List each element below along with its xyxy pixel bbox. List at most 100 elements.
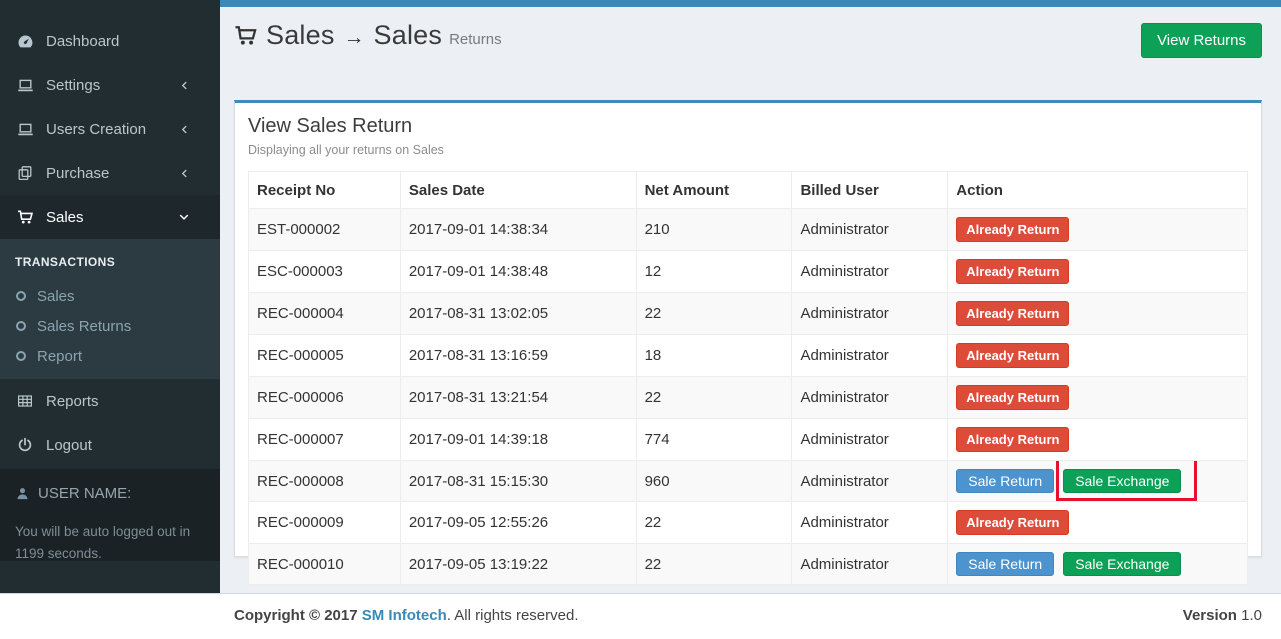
already-return-button[interactable]: Already Return bbox=[956, 301, 1070, 326]
already-return-button[interactable]: Already Return bbox=[956, 510, 1070, 535]
billed-user-cell: Administrator bbox=[791, 460, 949, 502]
view-returns-button[interactable]: View Returns bbox=[1141, 23, 1262, 58]
action-cell: Already Return bbox=[947, 418, 1248, 461]
sidebar-item-label: Settings bbox=[46, 76, 101, 94]
table-row-REC-000009: REC-000009 2017-09-05 12:55:26 22 Administr… bbox=[248, 501, 1248, 544]
sidebar-menu: Dashboard Settings Users Creation Purchase S… bbox=[0, 0, 220, 239]
submenu-item-sales-returns[interactable]: Sales Returns bbox=[0, 311, 220, 341]
main-content: Sales → Sales Returns View Returns View … bbox=[220, 0, 1281, 593]
sidebar-item-reports[interactable]: Reports bbox=[0, 379, 220, 423]
circle-icon bbox=[16, 351, 26, 361]
sales-date-cell: 2017-09-05 12:55:26 bbox=[399, 501, 637, 544]
cart-icon bbox=[15, 209, 35, 226]
billed-user-cell: Administrator bbox=[791, 292, 949, 335]
net-amount-cell: 210 bbox=[635, 208, 793, 251]
table-body: EST-000002 2017-09-01 14:38:34 210 Administ… bbox=[248, 208, 1248, 585]
billed-user-cell: Administrator bbox=[791, 208, 949, 251]
sales-date-cell: 2017-08-31 15:15:30 bbox=[399, 460, 637, 502]
auto-logout-message: You will be auto logged out in 1199 seco… bbox=[15, 524, 191, 562]
copyright-year: Copyright © 2017 bbox=[234, 607, 358, 624]
sidebar-item-purchase[interactable]: Purchase bbox=[0, 151, 220, 195]
sidebar-item-logout[interactable]: Logout bbox=[0, 423, 220, 467]
table-row-EST-000002: EST-000002 2017-09-01 14:38:34 210 Administ… bbox=[248, 208, 1248, 251]
billed-user-cell: Administrator bbox=[791, 250, 949, 293]
receipt-no-cell: REC-000005 bbox=[248, 334, 401, 377]
sidebar-item-sales[interactable]: Sales bbox=[0, 195, 220, 239]
action-cell: Sale Return Sale Exchange bbox=[947, 460, 1248, 502]
copy-icon bbox=[15, 165, 35, 181]
table-row-REC-000010: REC-000010 2017-09-05 13:19:22 22 Administr… bbox=[248, 543, 1248, 585]
sales-date-cell: 2017-08-31 13:16:59 bbox=[399, 334, 637, 377]
already-return-button[interactable]: Already Return bbox=[956, 427, 1070, 452]
sidebar-item-settings[interactable]: Settings bbox=[0, 63, 220, 107]
action-cell: Already Return bbox=[947, 334, 1248, 377]
sidebar-submenu-transactions: TRANSACTIONS Sales Sales Returns Report bbox=[0, 239, 220, 379]
net-amount-cell: 22 bbox=[635, 543, 793, 585]
laptop-icon bbox=[15, 121, 35, 138]
net-amount-cell: 22 bbox=[635, 292, 793, 335]
submenu-item-report[interactable]: Report bbox=[0, 341, 220, 371]
circle-icon bbox=[16, 291, 26, 301]
sidebar-menu-bottom: Reports Logout bbox=[0, 379, 220, 467]
already-return-button[interactable]: Already Return bbox=[956, 217, 1070, 242]
net-amount-cell: 22 bbox=[635, 501, 793, 544]
sidebar-item-dashboard[interactable]: Dashboard bbox=[0, 19, 220, 63]
table-row-REC-000008: REC-000008 2017-08-31 15:15:30 960 Administ… bbox=[248, 460, 1248, 502]
billed-user-cell: Administrator bbox=[791, 543, 949, 585]
already-return-button[interactable]: Already Return bbox=[956, 385, 1070, 410]
sidebar-item-label: Purchase bbox=[46, 164, 110, 182]
receipt-no-cell: EST-000002 bbox=[248, 208, 401, 251]
user-icon bbox=[15, 486, 30, 501]
action-cell: Already Return bbox=[947, 208, 1248, 251]
chevron-down-icon bbox=[174, 211, 194, 223]
sidebar-item-label: Dashboard bbox=[46, 32, 120, 50]
sale-return-button[interactable]: Sale Return bbox=[956, 469, 1055, 493]
column-header-sales-date: Sales Date bbox=[399, 171, 637, 209]
circle-icon bbox=[16, 321, 26, 331]
table-row-REC-000005: REC-000005 2017-08-31 13:16:59 18 Administr… bbox=[248, 334, 1248, 377]
company-link[interactable]: SM Infotech bbox=[361, 607, 447, 624]
billed-user-cell: Administrator bbox=[791, 418, 949, 461]
chevron-left-icon bbox=[174, 168, 194, 179]
table-row-REC-000004: REC-000004 2017-08-31 13:02:05 22 Administr… bbox=[248, 292, 1248, 335]
sales-returns-table: Receipt No Sales Date Net Amount Billed Use… bbox=[248, 171, 1248, 585]
receipt-no-cell: REC-000008 bbox=[248, 460, 401, 502]
already-return-button[interactable]: Already Return bbox=[956, 259, 1070, 284]
sale-return-button[interactable]: Sale Return bbox=[956, 552, 1055, 576]
net-amount-cell: 22 bbox=[635, 376, 793, 419]
chevron-left-icon bbox=[174, 124, 194, 135]
panel-title: View Sales Return bbox=[248, 115, 413, 137]
submenu-item-label: Sales Returns bbox=[37, 317, 132, 335]
receipt-no-cell: REC-000004 bbox=[248, 292, 401, 335]
column-header-billed-user: Billed User bbox=[791, 171, 949, 209]
net-amount-cell: 774 bbox=[635, 418, 793, 461]
action-cell: Already Return bbox=[947, 250, 1248, 293]
breadcrumb-primary[interactable]: Sales bbox=[266, 20, 335, 50]
rights-text: . All rights reserved. bbox=[446, 607, 579, 624]
breadcrumb-secondary[interactable]: Sales bbox=[373, 20, 443, 50]
submenu-item-sales[interactable]: Sales bbox=[0, 281, 220, 311]
table-row-ESC-000003: ESC-000003 2017-09-01 14:38:48 12 Administr… bbox=[248, 250, 1248, 293]
sidebar-item-label: Users Creation bbox=[46, 120, 147, 138]
cart-icon bbox=[234, 24, 258, 48]
already-return-button[interactable]: Already Return bbox=[956, 343, 1070, 368]
sales-date-cell: 2017-09-01 14:38:34 bbox=[399, 208, 637, 251]
sale-exchange-button[interactable]: Sale Exchange bbox=[1056, 461, 1198, 501]
sidebar-item-label: Reports bbox=[46, 392, 99, 410]
top-accent-stripe bbox=[220, 0, 1281, 7]
sales-return-panel: View Sales Return Displaying all your re… bbox=[234, 100, 1262, 585]
receipt-no-cell: REC-000010 bbox=[248, 543, 401, 585]
sidebar: Dashboard Settings Users Creation Purchase S… bbox=[0, 0, 220, 593]
sidebar-item-users-creation[interactable]: Users Creation bbox=[0, 107, 220, 151]
sale-exchange-button[interactable]: Sale Exchange bbox=[1063, 552, 1182, 576]
table-row-REC-000006: REC-000006 2017-08-31 13:21:54 22 Administr… bbox=[248, 376, 1248, 419]
table-icon bbox=[15, 393, 35, 409]
sales-date-cell: 2017-08-31 13:02:05 bbox=[399, 292, 637, 335]
column-header-net-amount: Net Amount bbox=[635, 171, 793, 209]
net-amount-cell: 18 bbox=[635, 334, 793, 377]
submenu-item-label: Report bbox=[37, 347, 83, 365]
net-amount-cell: 12 bbox=[635, 250, 793, 293]
billed-user-cell: Administrator bbox=[791, 376, 949, 419]
column-header-action: Action bbox=[947, 171, 1248, 209]
table-header-row: Receipt No Sales Date Net Amount Billed Use… bbox=[248, 171, 1248, 209]
